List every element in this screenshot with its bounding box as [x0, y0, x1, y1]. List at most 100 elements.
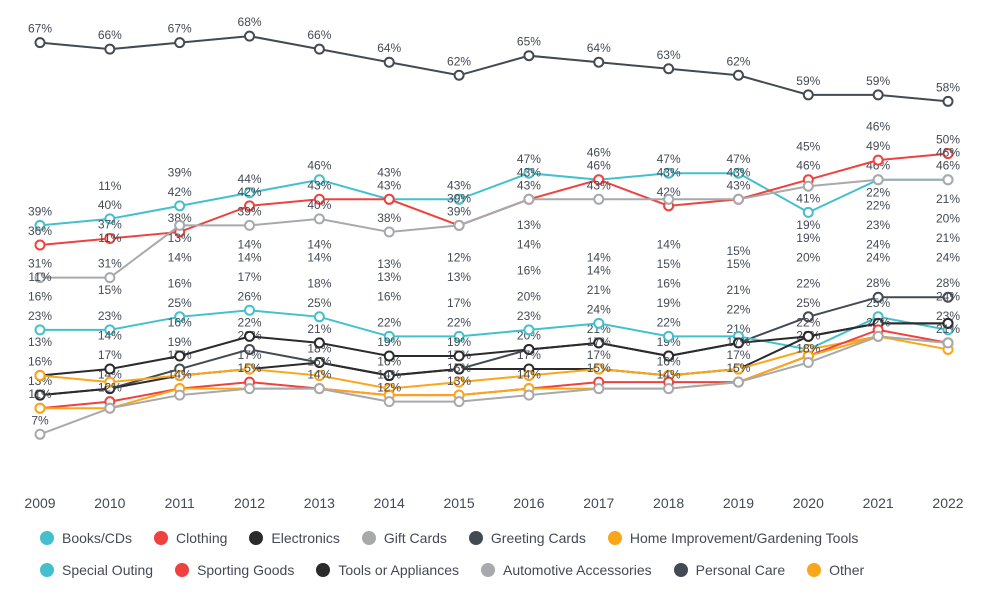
- point-label: 47%: [657, 152, 681, 166]
- legend-item-other: Other: [807, 562, 864, 578]
- legend-swatch: [316, 563, 330, 577]
- x-axis-label: 2019: [723, 495, 754, 511]
- legend-row: Books/CDsClothingElectronicsGift CardsGr…: [40, 530, 948, 546]
- series-point-greeting_cards: [804, 90, 813, 99]
- point-label: 31%: [28, 257, 52, 271]
- point-label: 43%: [377, 178, 401, 192]
- point-label: 22%: [796, 276, 820, 290]
- point-label: 46%: [307, 159, 331, 173]
- point-label: 22%: [726, 302, 750, 316]
- point-label: 66%: [307, 28, 331, 42]
- legend-row: Special OutingSporting GoodsTools or App…: [40, 562, 948, 578]
- point-label: 36%: [28, 224, 52, 238]
- point-label: 59%: [796, 74, 820, 88]
- series-point-greeting_cards: [385, 58, 394, 67]
- legend: Books/CDsClothingElectronicsGift CardsGr…: [40, 530, 948, 594]
- point-label: 17%: [587, 348, 611, 362]
- point-label: 28%: [866, 276, 890, 290]
- legend-label: Electronics: [271, 530, 339, 546]
- point-label: 67%: [28, 22, 52, 36]
- point-label: 12%: [447, 251, 471, 265]
- series-point-auto: [804, 358, 813, 367]
- point-label: 28%: [936, 276, 960, 290]
- series-point-electronics: [245, 332, 254, 341]
- point-label: 17%: [238, 270, 262, 284]
- point-label: 38%: [377, 211, 401, 225]
- series-point-auto: [36, 430, 45, 439]
- point-label: 46%: [936, 159, 960, 173]
- point-label: 43%: [726, 165, 750, 179]
- point-label: 22%: [447, 315, 471, 329]
- series-point-gift_cards: [315, 214, 324, 223]
- point-label: 25%: [866, 296, 890, 310]
- point-label: 15%: [726, 244, 750, 258]
- point-label: 58%: [936, 80, 960, 94]
- series-point-gift_cards: [105, 273, 114, 282]
- point-label: 62%: [726, 54, 750, 68]
- point-label: 24%: [587, 302, 611, 316]
- point-label: 23%: [517, 309, 541, 323]
- legend-label: Sporting Goods: [197, 562, 294, 578]
- x-axis-label: 2015: [443, 495, 474, 511]
- legend-swatch: [807, 563, 821, 577]
- point-label: 66%: [98, 28, 122, 42]
- x-axis-label: 2016: [513, 495, 544, 511]
- legend-label: Personal Care: [696, 562, 786, 578]
- point-label: 20%: [936, 211, 960, 225]
- point-label: 13%: [447, 374, 471, 388]
- point-label: 18%: [796, 342, 820, 356]
- point-label: 42%: [168, 185, 192, 199]
- x-axis-label: 2020: [793, 495, 824, 511]
- point-label: 43%: [517, 165, 541, 179]
- point-label: 62%: [447, 54, 471, 68]
- series-point-auto: [455, 397, 464, 406]
- legend-item-clothing: Clothing: [154, 530, 227, 546]
- series-point-auto: [524, 391, 533, 400]
- point-label: 39%: [447, 191, 471, 205]
- legend-swatch: [362, 531, 376, 545]
- series-point-auto: [175, 391, 184, 400]
- series-point-gift_cards: [175, 221, 184, 230]
- point-label: 39%: [447, 204, 471, 218]
- legend-label: Home Improvement/Gardening Tools: [630, 530, 859, 546]
- point-label: 7%: [31, 413, 49, 427]
- point-label: 39%: [168, 165, 192, 179]
- legend-label: Clothing: [176, 530, 227, 546]
- point-label: 24%: [866, 250, 890, 264]
- point-label: 15%: [98, 283, 122, 297]
- point-label: 43%: [307, 178, 331, 192]
- point-label: 12%: [377, 381, 401, 395]
- point-label: 16%: [377, 290, 401, 304]
- legend-item-home_improve: Home Improvement/Gardening Tools: [608, 530, 859, 546]
- series-point-auto: [105, 404, 114, 413]
- point-label: 11%: [28, 270, 51, 284]
- point-label: 64%: [587, 41, 611, 55]
- legend-swatch: [249, 531, 263, 545]
- point-label: 11%: [28, 387, 51, 401]
- point-label: 24%: [936, 289, 960, 303]
- point-label: 42%: [238, 185, 262, 199]
- point-label: 43%: [726, 178, 750, 192]
- series-point-greeting_cards: [175, 38, 184, 47]
- series-point-greeting_cards: [315, 45, 324, 54]
- point-label: 43%: [447, 178, 471, 192]
- series-point-gift_cards: [664, 195, 673, 204]
- series-point-auto: [315, 384, 324, 393]
- point-label: 13%: [377, 270, 401, 284]
- series-point-greeting_cards: [664, 64, 673, 73]
- point-label: 23%: [98, 309, 122, 323]
- series-point-books_cds: [245, 306, 254, 315]
- x-axis-label: 2011: [165, 495, 195, 511]
- x-axis-label: 2013: [304, 495, 335, 511]
- series-point-gift_cards: [594, 195, 603, 204]
- series-point-electronics: [455, 351, 464, 360]
- series-point-auto: [874, 332, 883, 341]
- point-label: 14%: [238, 251, 262, 265]
- series-point-books_cds: [36, 325, 45, 334]
- legend-label: Gift Cards: [384, 530, 447, 546]
- point-label: 23%: [28, 309, 52, 323]
- x-axis-label: 2017: [583, 495, 614, 511]
- point-label: 40%: [98, 198, 122, 212]
- point-label: 47%: [517, 152, 541, 166]
- series-point-auto: [944, 338, 953, 347]
